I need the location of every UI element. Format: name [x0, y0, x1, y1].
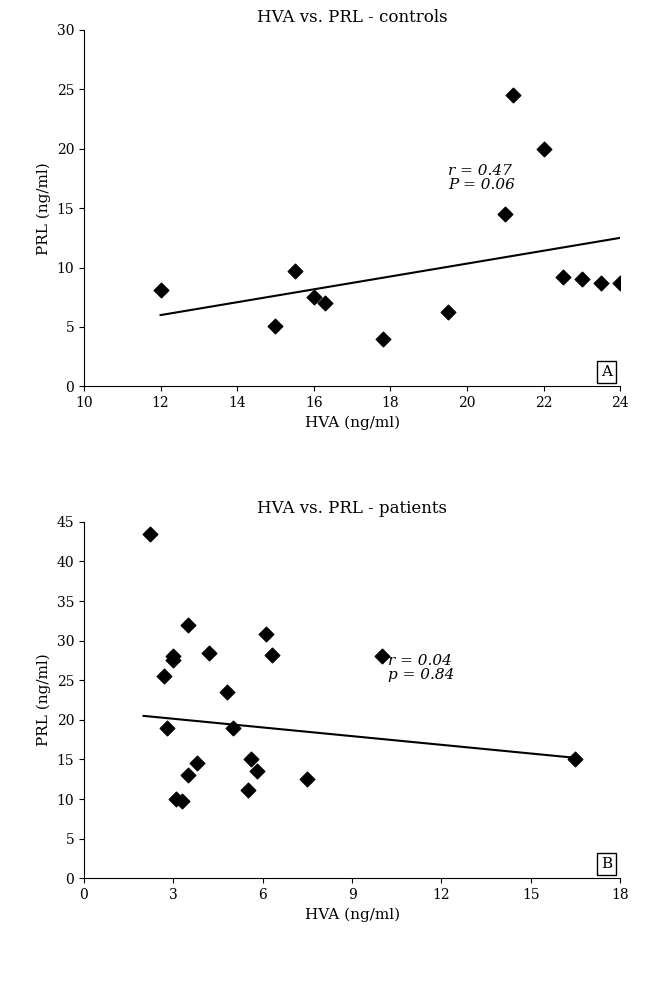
Y-axis label: PRL (ng/ml): PRL (ng/ml)	[37, 654, 51, 747]
Text: B: B	[601, 857, 612, 871]
Title: HVA vs. PRL - controls: HVA vs. PRL - controls	[256, 9, 448, 26]
Point	[222, 684, 232, 700]
Point	[260, 627, 271, 643]
Point	[302, 771, 313, 787]
Point	[570, 751, 581, 767]
Point	[577, 271, 587, 287]
Point	[245, 751, 256, 767]
Point	[177, 792, 187, 808]
Text: r = 0.47: r = 0.47	[448, 165, 512, 179]
Text: A: A	[601, 365, 612, 379]
Point	[377, 649, 387, 665]
Point	[500, 207, 510, 223]
Point	[320, 295, 331, 311]
X-axis label: HVA (ng/ml): HVA (ng/ml)	[304, 907, 400, 922]
Point	[228, 720, 238, 736]
Text: P = 0.06: P = 0.06	[448, 179, 515, 193]
Point	[251, 763, 262, 779]
Point	[538, 141, 548, 157]
Point	[443, 303, 453, 319]
Point	[596, 275, 606, 291]
Point	[377, 331, 388, 347]
Point	[557, 269, 568, 285]
Text: p = 0.84: p = 0.84	[388, 669, 454, 683]
Point	[289, 263, 300, 279]
Point	[615, 275, 625, 291]
Point	[162, 720, 172, 736]
X-axis label: HVA (ng/ml): HVA (ng/ml)	[304, 415, 400, 430]
Point	[183, 617, 193, 633]
Point	[266, 647, 276, 663]
Point	[270, 317, 280, 333]
Point	[183, 767, 193, 783]
Point	[243, 781, 253, 797]
Text: r = 0.04: r = 0.04	[388, 655, 452, 669]
Point	[144, 526, 154, 542]
Point	[168, 649, 178, 665]
Point	[204, 645, 214, 661]
Point	[508, 87, 518, 103]
Point	[168, 653, 178, 669]
Point	[192, 755, 202, 771]
Y-axis label: PRL (ng/ml): PRL (ng/ml)	[37, 162, 51, 254]
Title: HVA vs. PRL - patients: HVA vs. PRL - patients	[257, 500, 447, 518]
Point	[156, 282, 166, 298]
Point	[159, 669, 169, 685]
Point	[309, 289, 319, 305]
Point	[171, 791, 182, 807]
